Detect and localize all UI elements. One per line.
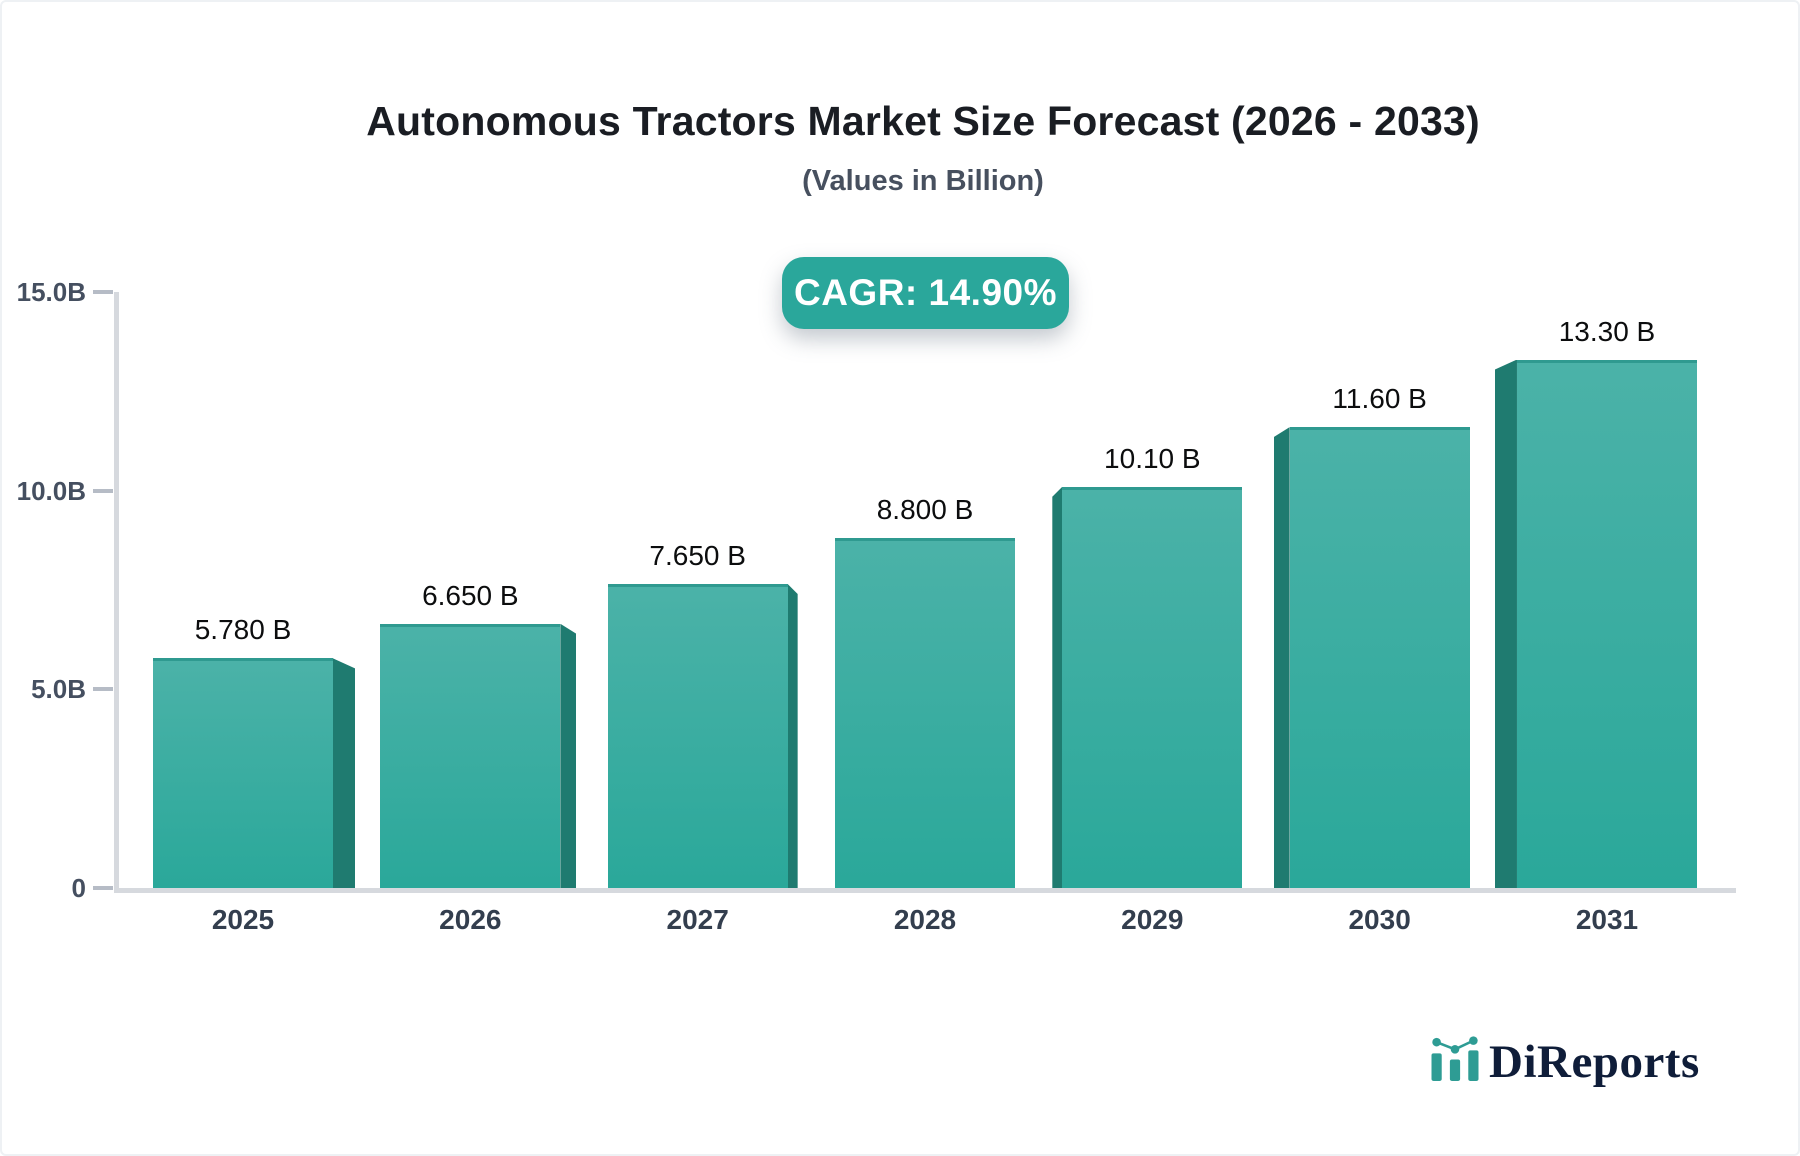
- y-axis-line: [114, 292, 119, 893]
- x-tick-label: 2027: [666, 904, 729, 935]
- bar-2030: [1289, 427, 1470, 888]
- x-tick-label: 2026: [439, 904, 502, 935]
- bar-2027: [607, 584, 788, 888]
- bar-side-2030: [1273, 427, 1290, 888]
- bar-value-label: 7.650 B: [649, 540, 746, 572]
- bar-value-label: 8.800 B: [876, 494, 974, 526]
- bar-2028: [834, 538, 1015, 888]
- bar-side-2029: [1052, 486, 1063, 888]
- chart-subtitle: (Values in Billion): [802, 165, 1044, 197]
- x-tick-label: 2028: [893, 904, 957, 935]
- logo-text: DiReports: [1489, 1036, 1700, 1089]
- bar-2025: [153, 658, 333, 888]
- y-tick-mark: [93, 290, 113, 294]
- chart-title: Autonomous Tractors Market Size Forecast…: [366, 98, 1480, 144]
- bar-side-2025: [333, 658, 355, 888]
- cagr-badge-label: CAGR: 14.90%: [793, 272, 1058, 313]
- y-tick-mark: [93, 886, 113, 890]
- x-tick-label: 2030: [1348, 904, 1411, 935]
- bar-side-2026: [560, 623, 577, 888]
- bar-value-label: 13.30 B: [1558, 315, 1656, 347]
- bar-side-2031: [1494, 359, 1517, 888]
- bar-2029: [1062, 486, 1243, 888]
- x-tick-label: 2031: [1575, 904, 1639, 935]
- bar-value-label: 5.780 B: [194, 614, 292, 646]
- bar-value-label: 6.650 B: [422, 579, 519, 611]
- cagr-badge: CAGR: 14.90%: [782, 257, 1069, 329]
- bar-value-label: 11.60 B: [1332, 383, 1427, 415]
- x-tick-label: 2025: [211, 904, 275, 935]
- y-tick-label: 10.0B: [16, 475, 86, 506]
- x-axis-line: [114, 888, 1736, 893]
- bar-value-label: 10.10 B: [1104, 442, 1201, 474]
- y-tick-mark: [93, 687, 113, 692]
- x-tick-label: 2029: [1121, 904, 1184, 935]
- direports-logo: DiReports: [1430, 1035, 1700, 1089]
- y-tick-label: 5.0B: [31, 674, 86, 705]
- y-tick-mark: [93, 488, 113, 493]
- bar-2026: [380, 623, 561, 888]
- mini-bar-chart-icon: [1431, 1036, 1479, 1081]
- bar-side-2027: [787, 584, 798, 888]
- bar-2031: [1516, 359, 1697, 888]
- y-tick-label: 15.0B: [16, 277, 86, 307]
- y-tick-label: 0: [71, 873, 86, 903]
